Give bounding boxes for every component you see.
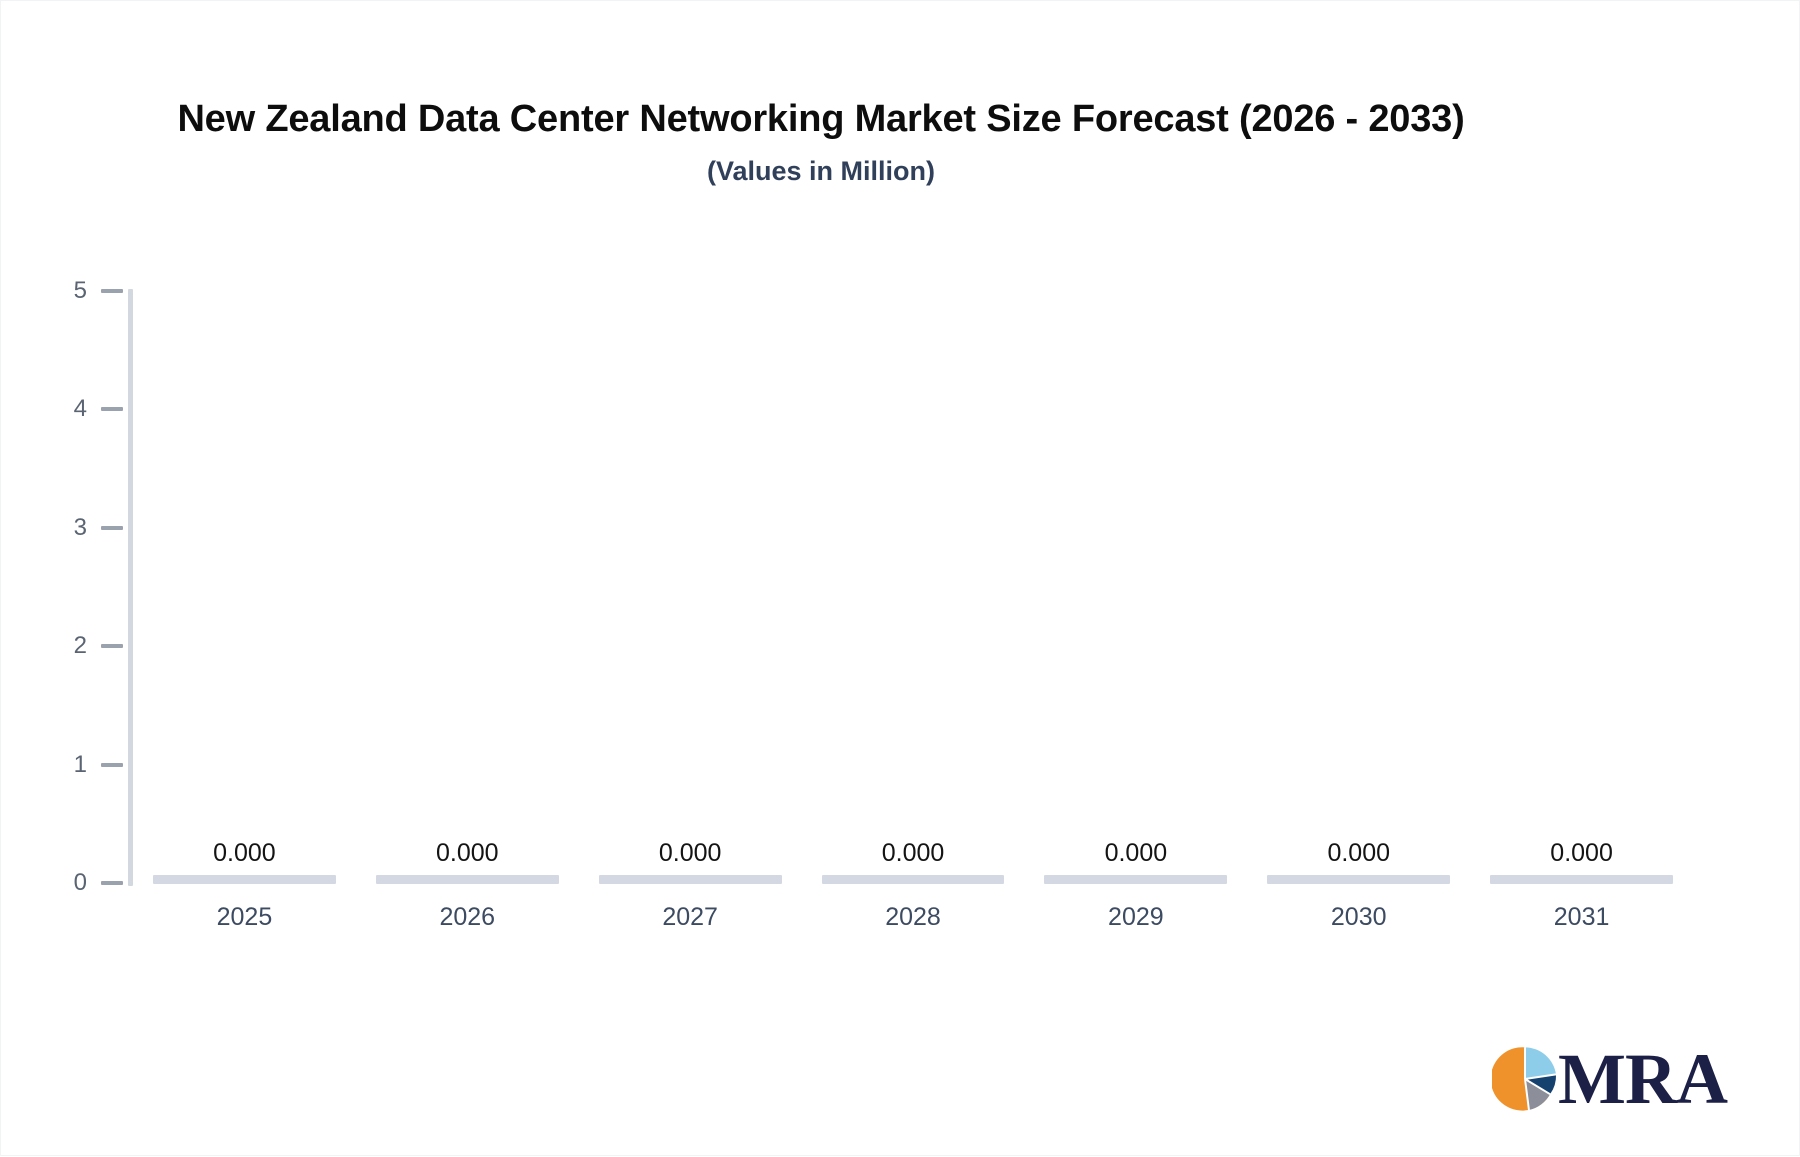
bar-item[interactable]: 0.000 xyxy=(1247,839,1470,887)
bar-value-label: 0.000 xyxy=(881,839,945,867)
x-axis-tick-2026: 2026 xyxy=(356,903,579,932)
pie-chart-logo-icon xyxy=(1492,1047,1557,1111)
y-axis-tick-0: 0 xyxy=(41,871,123,895)
bar-value-label: 0.000 xyxy=(1104,839,1168,867)
bar-series: 0.000 0.000 0.000 0.000 0.000 0.000 xyxy=(133,839,1693,887)
bar-item[interactable]: 0.000 xyxy=(133,839,356,887)
bar-rect xyxy=(153,875,336,884)
tick-mark-icon xyxy=(101,763,123,767)
y-axis-tick-3: 3 xyxy=(41,516,123,540)
tick-mark-icon xyxy=(101,881,123,885)
brand-logo: MRA xyxy=(1492,1039,1728,1119)
y-axis-tick-label: 3 xyxy=(73,514,87,541)
y-axis-tick-label: 4 xyxy=(73,395,87,422)
x-axis-tick-label: 2028 xyxy=(885,903,941,931)
bar-item[interactable]: 0.000 xyxy=(802,839,1025,887)
bar-rect xyxy=(821,875,1005,884)
x-axis-tick-label: 2029 xyxy=(1108,903,1164,931)
y-axis-tick-label: 2 xyxy=(73,632,87,659)
y-axis-line xyxy=(128,289,133,886)
bar-value-label: 0.000 xyxy=(213,839,276,867)
x-axis-tick-2028: 2028 xyxy=(802,903,1025,932)
tick-mark-icon xyxy=(101,289,123,293)
tick-mark-icon xyxy=(101,644,123,648)
y-axis-tick-4: 4 xyxy=(41,397,123,421)
y-axis-tick-1: 1 xyxy=(41,753,123,777)
page-title: New Zealand Data Center Networking Marke… xyxy=(177,98,1465,140)
x-axis-tick-2029: 2029 xyxy=(1024,903,1247,932)
y-axis-tick-label: 0 xyxy=(73,869,87,896)
x-axis-labels: 2025 2026 2027 2028 2029 2030 2031 xyxy=(133,903,1693,932)
x-axis-tick-2030: 2030 xyxy=(1247,903,1470,932)
bar-rect xyxy=(375,875,559,884)
chart-subtitle: (Values in Million) xyxy=(706,155,936,186)
bar-item[interactable]: 0.000 xyxy=(579,839,802,887)
x-axis-tick-2025: 2025 xyxy=(133,903,356,932)
x-axis-tick-2031: 2031 xyxy=(1470,903,1693,932)
bar-item[interactable]: 0.000 xyxy=(356,839,579,887)
bar-rect xyxy=(1267,875,1451,884)
y-axis-tick-label: 1 xyxy=(73,751,87,778)
bar-rect xyxy=(1044,875,1228,884)
y-axis-tick-label: 5 xyxy=(73,277,87,304)
brand-wordmark: MRA xyxy=(1558,1039,1728,1119)
x-axis-tick-2027: 2027 xyxy=(579,903,802,932)
chart-title-block: New Zealand Data Center Networking Marke… xyxy=(1,97,1641,187)
y-axis-tick-2: 2 xyxy=(41,634,123,658)
y-axis-tick-5: 5 xyxy=(41,279,123,303)
bar-value-label: 0.000 xyxy=(1327,839,1390,867)
x-axis-tick-label: 2030 xyxy=(1330,903,1387,931)
bar-value-label: 0.000 xyxy=(436,839,499,867)
x-axis-tick-label: 2031 xyxy=(1553,903,1610,931)
bar-value-label: 0.000 xyxy=(658,839,722,867)
x-axis-tick-label: 2027 xyxy=(662,903,718,931)
bar-rect xyxy=(1490,875,1673,884)
bar-rect xyxy=(598,875,782,884)
x-axis-tick-label: 2026 xyxy=(439,903,496,931)
tick-mark-icon xyxy=(101,526,123,530)
tick-mark-icon xyxy=(101,407,123,411)
x-axis-tick-label: 2025 xyxy=(216,903,273,931)
bar-item[interactable]: 0.000 xyxy=(1470,839,1693,887)
bar-item[interactable]: 0.000 xyxy=(1024,839,1247,887)
bar-value-label: 0.000 xyxy=(1550,839,1613,867)
